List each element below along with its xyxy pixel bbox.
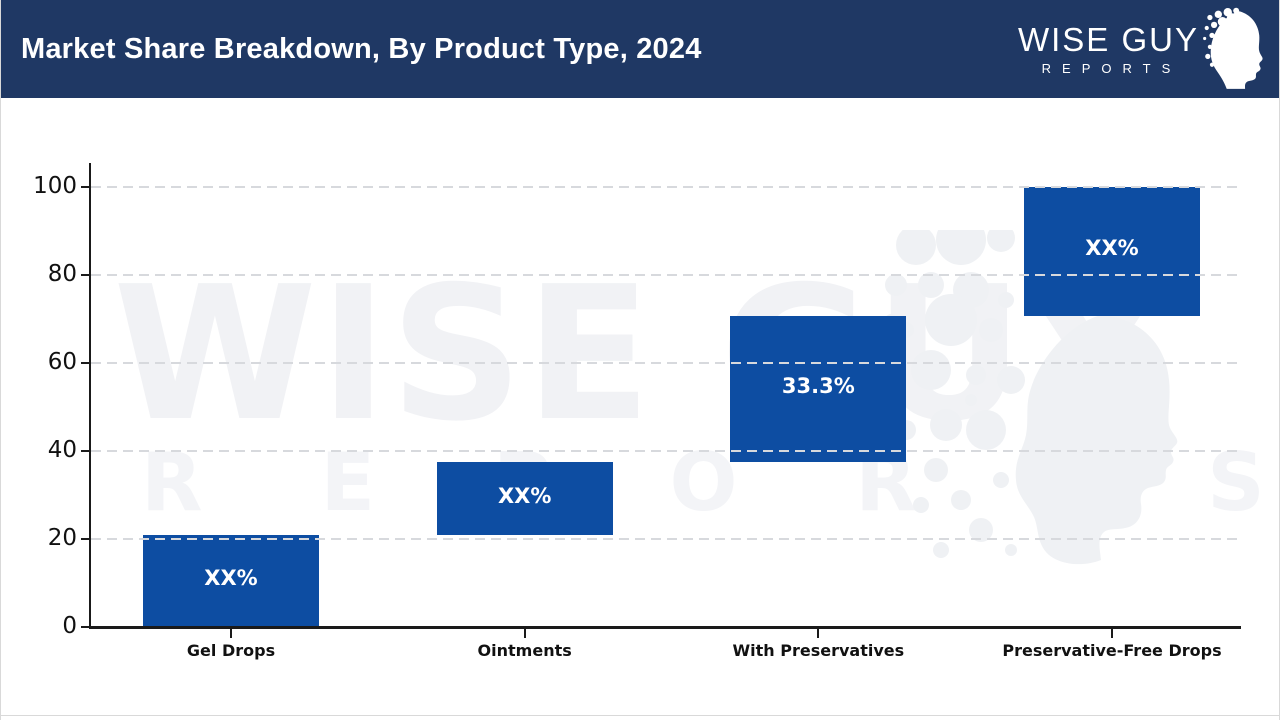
y-tick-mark-60 [81,362,89,364]
header: Market Share Breakdown, By Product Type,… [1,0,1279,98]
brand-logo-text: WISE GUY REPORTS [1018,23,1199,75]
gridline-100 [91,186,1241,188]
y-tick-mark-0 [81,626,89,628]
x-tick-mark-ointments [523,629,526,638]
y-tick-label-80: 80 [47,261,77,287]
x-tick-label-gel-drops: Gel Drops [186,641,276,660]
x-tick-mark-preservative-free-drops [1111,629,1113,638]
y-tick-mark-40 [81,450,89,452]
brand-face-icon [1203,7,1263,89]
bar-value-label-preservative-free-drops: XX% [1085,236,1139,261]
y-tick-mark-20 [81,538,89,540]
x-tick-mark-with-preservatives [817,629,820,638]
page-bottom-divider [1,715,1279,716]
bar-value-label-ointments: XX% [497,483,552,508]
y-axis [89,163,91,629]
x-axis [89,626,1241,629]
bar-ointments [436,462,613,535]
page-title: Market Share Breakdown, By Product Type,… [21,32,702,65]
bar-preservative-free-drops [1024,187,1200,316]
gridline-60 [91,362,1241,364]
y-tick-label-0: 0 [62,613,77,639]
x-tick-label-with-preservatives: With Preservatives [732,641,905,660]
gridline-20 [91,538,1241,540]
brand-logo: WISE GUY REPORTS [1018,7,1265,91]
x-tick-mark-gel-drops [230,629,232,638]
gridline-80 [91,274,1241,276]
y-tick-label-60: 60 [47,349,77,375]
y-tick-mark-100 [81,186,89,188]
gridline-40 [91,450,1241,452]
chart-area: WISE GUY R E P O R T S [1,98,1279,716]
bar-gel-drops [143,534,319,627]
x-tick-label-ointments: Ointments [477,641,572,660]
bar-with-preservatives [730,315,907,463]
brand-logo-line2: REPORTS [1041,61,1182,76]
y-tick-mark-80 [81,274,89,276]
y-tick-label-40: 40 [47,437,77,463]
y-tick-label-100: 100 [33,173,77,199]
x-tick-label-preservative-free-drops: Preservative-Free Drops [1002,641,1222,660]
bar-value-label-gel-drops: XX% [204,565,258,590]
brand-logo-line1: WISE GUY [1017,21,1199,58]
bar-value-label-with-preservatives: 33.3% [781,374,855,399]
y-tick-label-20: 20 [47,525,77,551]
